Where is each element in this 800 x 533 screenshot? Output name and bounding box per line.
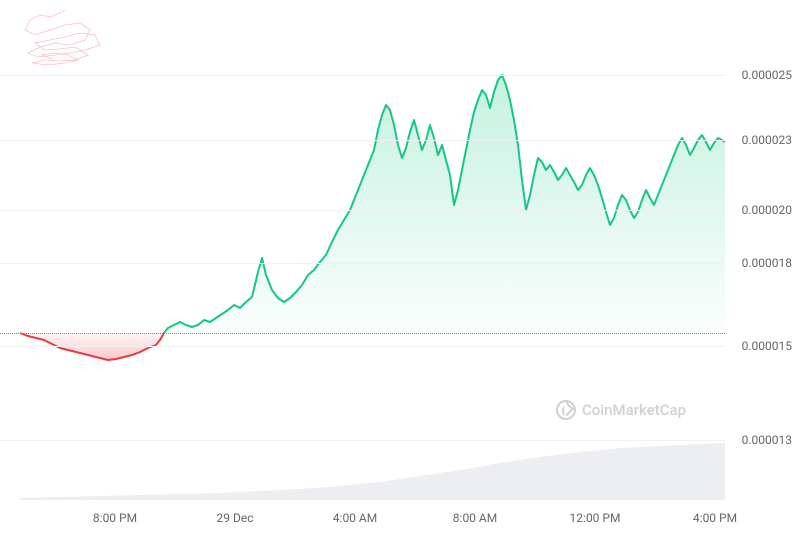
decorative-scribble-icon: [10, 5, 120, 70]
volume-area: [20, 443, 725, 500]
y-tick-label: 0.000025: [742, 68, 792, 82]
chart-svg: [0, 0, 800, 533]
x-tick-label: 4:00 PM: [693, 511, 737, 525]
gridline: [0, 263, 725, 264]
x-tick-label: 4:00 AM: [333, 511, 377, 525]
gridline: [0, 210, 725, 211]
y-tick-label: 0.000020: [742, 203, 792, 217]
y-tick-label: 0.000015: [742, 339, 792, 353]
gridline: [0, 75, 725, 76]
y-tick-label: 0.000013: [742, 433, 792, 447]
x-tick-label: 29 Dec: [217, 511, 254, 525]
gridline: [0, 440, 725, 441]
coinmarketcap-icon: [556, 400, 576, 420]
x-tick-label: 12:00 PM: [570, 511, 621, 525]
x-tick-label: 8:00 AM: [453, 511, 497, 525]
gridline: [0, 346, 725, 347]
y-tick-label: 0.000018: [742, 256, 792, 270]
price-chart: 0.000013 0.000015 0.000018 0.000020 0.000023…: [0, 0, 800, 533]
x-tick-label: 8:00 PM: [93, 511, 137, 525]
y-tick-label: 0.000023: [742, 133, 792, 147]
gridline: [0, 140, 725, 141]
baseline-dotted: [0, 333, 725, 334]
watermark-text: CoinMarketCap: [582, 401, 686, 419]
coinmarketcap-watermark: CoinMarketCap: [556, 400, 686, 420]
